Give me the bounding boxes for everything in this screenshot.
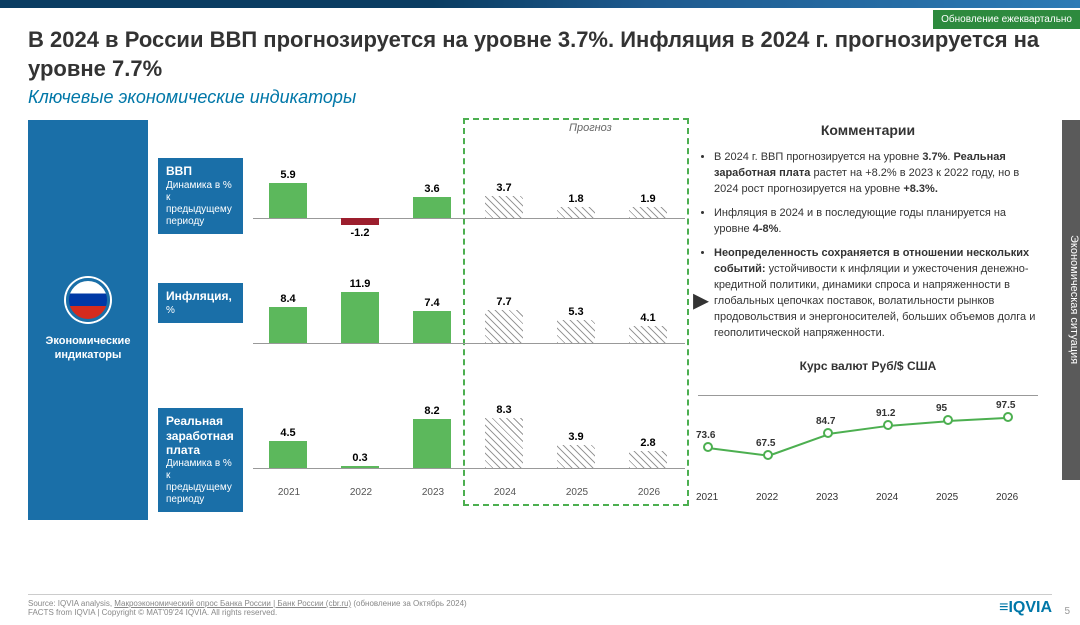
source-text: Source: IQVIA analysis, Макроэкономическ… [28,599,1052,608]
left-panel: Экономические индикаторы [28,120,148,520]
bar-value: -1.2 [341,227,379,239]
fx-year: 2023 [816,491,838,506]
fx-point [823,428,833,438]
bar [557,320,595,343]
year-label: 2026 [613,487,685,520]
bar [413,311,451,343]
year-label: 2024 [469,487,541,520]
footer: Source: IQVIA analysis, Макроэкономическ… [28,594,1052,617]
bar [629,326,667,344]
bar-value: 4.5 [269,427,307,439]
copyright-text: FACTS from IQVIA | Copyright © MAT'09'24… [28,608,1052,617]
fx-point [763,450,773,460]
top-accent-bar [0,0,1080,8]
fx-point [883,420,893,430]
bar-value: 3.6 [413,183,451,195]
bar [269,307,307,343]
left-label: Экономические индикаторы [36,334,140,363]
bar-value: 7.4 [413,297,451,309]
page-subtitle: Ключевые экономические индикаторы [28,87,1052,108]
page-title: В 2024 в России ВВП прогнозируется на ур… [28,26,1052,83]
bar [413,197,451,219]
iqvia-logo: ≡IQVIA [999,599,1052,617]
comments-title: Комментарии [698,120,1038,140]
bar-value: 11.9 [341,278,379,290]
fx-value: 91.2 [876,407,895,422]
fx-value: 95 [936,402,947,417]
comments-panel: Комментарии В 2024 г. ВВП прогнозируется… [698,120,1038,520]
fx-point [703,442,713,452]
bar [629,207,667,218]
fx-year: 2026 [996,491,1018,506]
fx-year: 2021 [696,491,718,506]
fx-value: 97.5 [996,399,1015,414]
row-label: ВВПДинамика в % к предыдущему периоду [158,158,243,233]
fx-point [1003,412,1013,422]
year-label: 2025 [541,487,613,520]
bar [485,310,523,343]
comments-list: В 2024 г. ВВП прогнозируется на уровне 3… [698,150,1038,341]
fx-year: 2022 [756,491,778,506]
bar [485,196,523,218]
fx-year: 2025 [936,491,958,506]
row-label: Инфляция,% [158,283,243,322]
russia-flag-icon [66,278,110,322]
bar-value: 1.8 [557,193,595,205]
bar [341,292,379,343]
bar [557,445,595,468]
bar-value: 8.3 [485,404,523,416]
bar-value: 3.7 [485,182,523,194]
side-tab: Экономическая ситуация [1062,120,1080,480]
bar [269,441,307,468]
comment-item: Инфляция в 2024 и в последующие годы пла… [714,206,1038,238]
page-number: 5 [1064,606,1070,617]
bar-value: 3.9 [557,431,595,443]
fx-point [943,415,953,425]
year-label: 2021 [253,487,325,520]
fx-title: Курс валют Руб/$ США [698,358,1038,375]
bar [269,183,307,218]
bar [557,207,595,218]
fx-value: 67.5 [756,437,775,452]
bar [485,418,523,468]
bar [413,419,451,468]
fx-value: 73.6 [696,429,715,444]
row-label: Реальная заработная платаДинамика в % к … [158,408,243,512]
bar-value: 5.3 [557,306,595,318]
bar-value: 5.9 [269,169,307,181]
bar [629,451,667,468]
bar-value: 7.7 [485,296,523,308]
year-label: 2022 [325,487,397,520]
comment-item: В 2024 г. ВВП прогнозируется на уровне 3… [714,150,1038,198]
bar-value: 4.1 [629,312,667,324]
year-label: 2023 [397,487,469,520]
bar-value: 0.3 [341,452,379,464]
main-content: Экономические индикаторы Прогноз▸ВВПДина… [28,120,1052,520]
charts-area: Прогноз▸ВВПДинамика в % к предыдущему пе… [158,120,688,520]
comment-item: Неопределенность сохраняется в отношении… [714,246,1038,342]
bar [341,218,379,225]
bar-value: 8.4 [269,293,307,305]
bar [341,466,379,468]
fx-value: 84.7 [816,415,835,430]
fx-year: 2024 [876,491,898,506]
update-badge: Обновление ежеквартально [933,10,1080,29]
fx-chart: 73.6 2021 67.5 2022 84.7 2023 91.2 2024 95 2025 97… [698,395,1038,505]
bar-value: 2.8 [629,437,667,449]
bar-value: 8.2 [413,405,451,417]
arrow-icon: ▸ [693,280,709,318]
bar-value: 1.9 [629,193,667,205]
